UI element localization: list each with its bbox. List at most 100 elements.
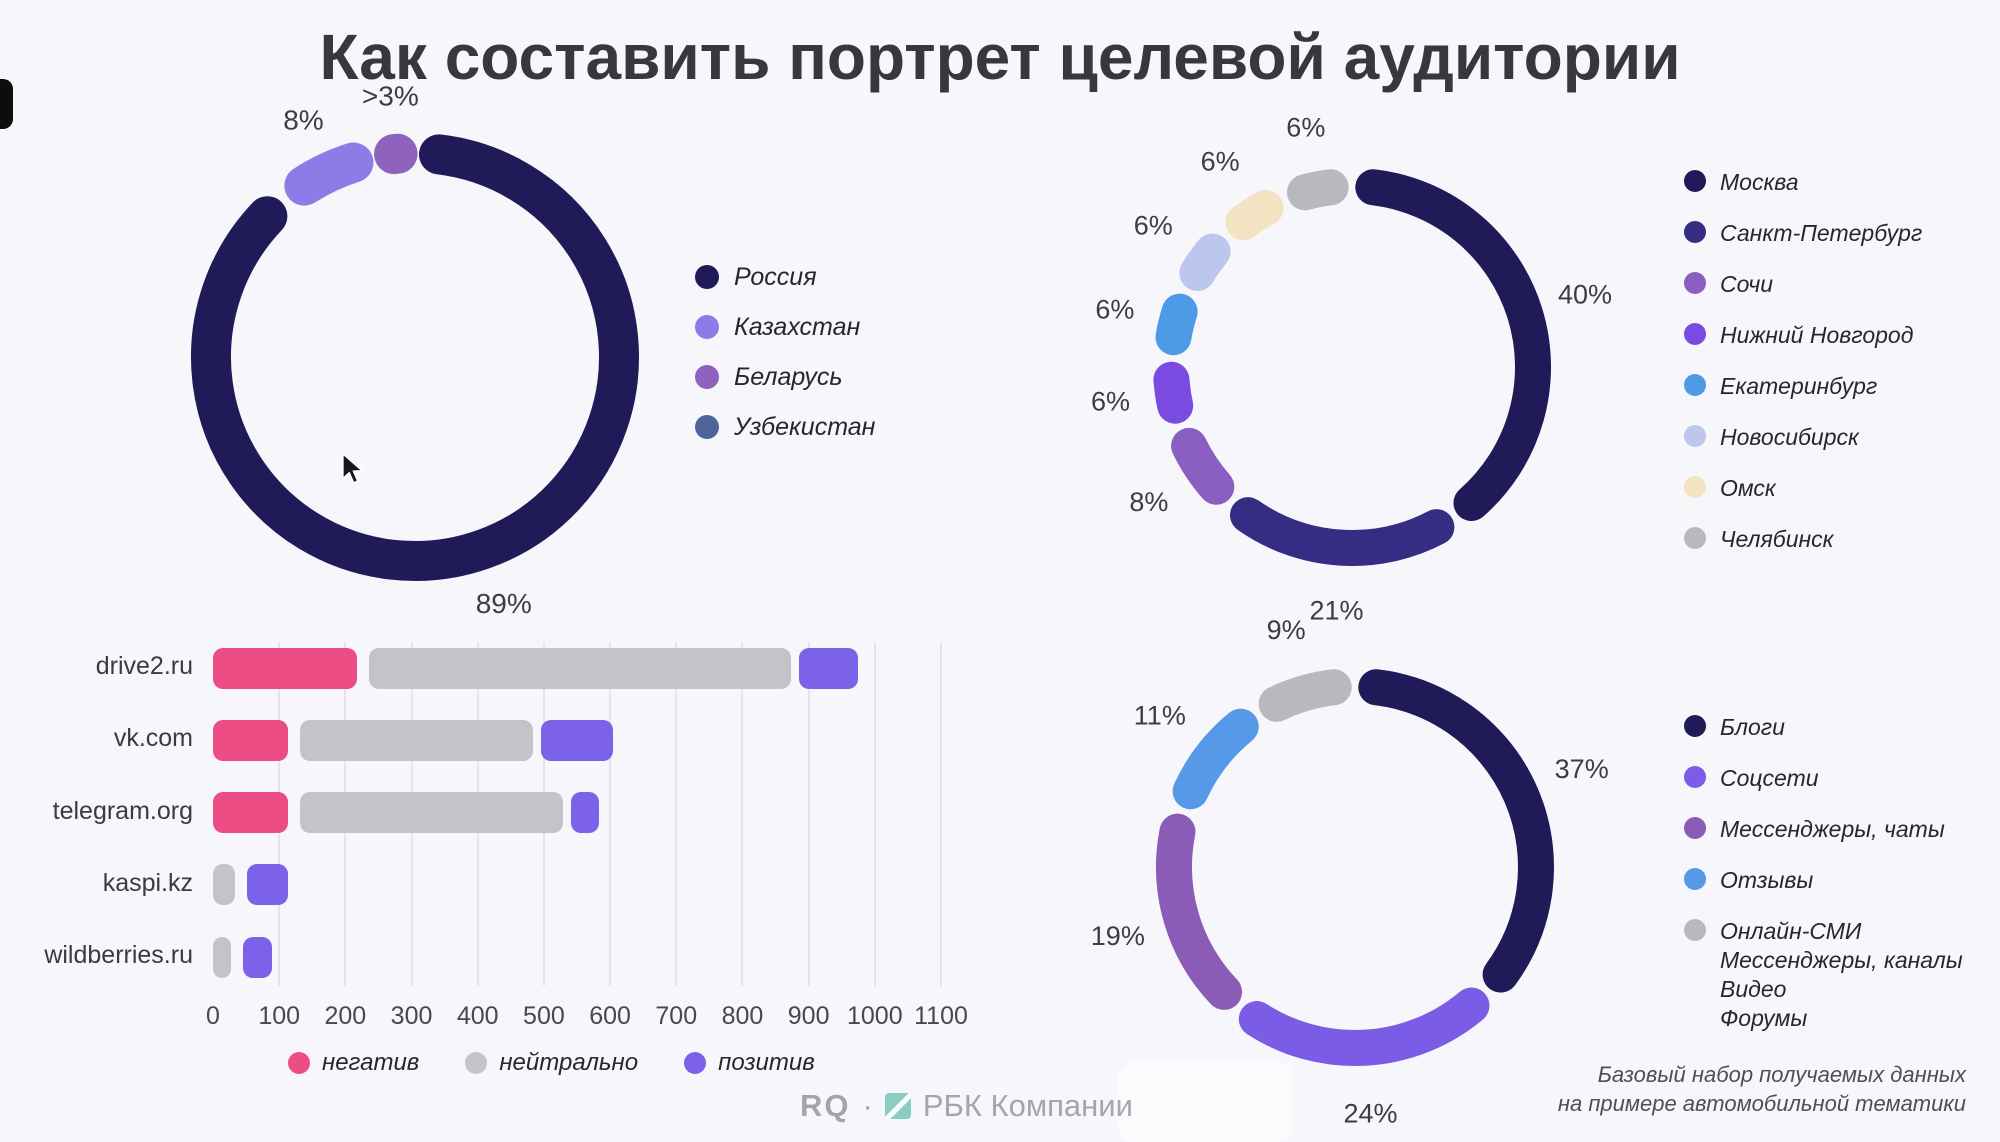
legend-item: Челябинск xyxy=(1684,525,1922,554)
legend-dot-icon xyxy=(1684,476,1706,498)
legend-label: Челябинск xyxy=(1720,526,1834,552)
legend-dot-icon xyxy=(1684,170,1706,192)
screen-edge-artifact xyxy=(0,79,13,129)
legend-item: Мессенджеры, чаты xyxy=(1684,815,1963,844)
bar-segment-позитив xyxy=(541,719,613,761)
bar-row-label: drive2.ru xyxy=(95,652,193,680)
donut-segment-0 xyxy=(1358,669,1554,993)
x-axis-tick-label: 900 xyxy=(787,1002,830,1030)
legend-item: Омск xyxy=(1684,474,1922,503)
donut-segment-7 xyxy=(1286,169,1349,211)
legend-sources: Блоги Соцсети Мессенджеры, чаты Отзывы Онлай… xyxy=(1684,713,1963,1033)
x-axis-tick-label: 500 xyxy=(523,1002,565,1030)
legend-label: Москва xyxy=(1720,169,1799,195)
legend-label: Омск xyxy=(1720,475,1776,501)
donut-percent-label: 6% xyxy=(1095,294,1134,324)
legend-label: Казахстан xyxy=(734,313,861,341)
footnote: Базовый набор получаемых данных на приме… xyxy=(1558,1060,1966,1118)
x-axis-tick-label: 200 xyxy=(324,1002,367,1030)
donut-segment-0 xyxy=(1355,169,1551,521)
legend-label: Соцсети xyxy=(1720,765,1819,791)
legend-label: Санкт-Петербург xyxy=(1720,220,1923,246)
x-axis-tick-label: 400 xyxy=(456,1002,499,1030)
legend-label: Екатеринбург xyxy=(1720,373,1878,399)
bar-segment-негатив xyxy=(213,719,288,761)
legend-label: Узбекистан xyxy=(734,413,876,441)
donut-segment-4 xyxy=(1258,669,1352,722)
x-axis-tick-label: 700 xyxy=(655,1002,698,1030)
x-axis-tick-label: 600 xyxy=(589,1002,631,1030)
donut-chart-cities: 40% 21% 8% 6% 6% 6% 6% 6% xyxy=(1091,112,1612,625)
watermark-separator: · xyxy=(862,1088,873,1123)
legend-item: Узбекистан xyxy=(695,414,875,441)
legend-dot-icon xyxy=(1684,221,1706,243)
x-axis-tick-label: 300 xyxy=(390,1002,433,1030)
donut-percent-label: 19% xyxy=(1091,921,1145,951)
rbc-logo-icon xyxy=(884,1093,911,1119)
legend-label: Беларусь xyxy=(734,363,843,391)
donut-segment-1 xyxy=(1238,987,1490,1066)
x-axis-tick-label: 800 xyxy=(721,1002,764,1030)
grid-line xyxy=(940,642,942,986)
bar-segment-нейтрально xyxy=(213,936,232,978)
bar-segment-негатив xyxy=(213,792,288,834)
bar-segment-нейтрально xyxy=(213,864,235,906)
donut-segment-0 xyxy=(191,134,639,581)
bar-row-label: kaspi.kz xyxy=(102,868,193,897)
legend-label: Мессенджеры, чаты xyxy=(1720,816,1945,842)
legend-dot-icon xyxy=(1684,715,1706,737)
donut-segment-3 xyxy=(1153,361,1194,424)
donut-percent-label: 24% xyxy=(1343,1099,1397,1129)
donut-chart-sources: 37% 24% 19% 11% 9% xyxy=(1091,615,1609,1129)
legend-dot-icon xyxy=(1684,919,1706,941)
legend-dot-icon xyxy=(1684,817,1706,839)
grid-line xyxy=(675,642,678,986)
legend-dot-icon xyxy=(1684,374,1706,396)
legend-dot-icon xyxy=(465,1052,488,1074)
donut-percent-label: 6% xyxy=(1091,387,1130,417)
legend-item: Санкт-Петербург xyxy=(1684,219,1922,248)
legend-item: Новосибирск xyxy=(1684,423,1922,452)
bar-row-label: wildberries.ru xyxy=(44,941,193,970)
legend-label: нейтрально xyxy=(499,1049,639,1076)
donut-percent-label: 9% xyxy=(1267,615,1306,645)
mouse-cursor-icon xyxy=(341,452,365,485)
bar-chart-legend: негатив нейтрально позитив xyxy=(288,1049,815,1077)
donut-percent-label: 11% xyxy=(1134,701,1186,731)
donut-segment-6 xyxy=(1225,190,1284,241)
donut-percent-label: 89% xyxy=(476,588,532,619)
legend-label: Сочи xyxy=(1720,271,1774,297)
legend-label: Новосибирск xyxy=(1720,424,1859,450)
donut-segment-1 xyxy=(284,142,374,206)
legend-item: Отзывы xyxy=(1684,866,1963,895)
donut-percent-label: 6% xyxy=(1286,112,1325,142)
rbc-brand-text: РБК Компании xyxy=(922,1088,1133,1123)
donut-segment-3 xyxy=(1172,708,1259,810)
legend-item: Екатеринбург xyxy=(1684,372,1922,401)
bar-segment-позитив xyxy=(243,936,272,978)
legend-item: Нижний Новгород xyxy=(1684,321,1922,350)
donut-percent-label: 8% xyxy=(283,104,323,135)
donut-segment-1 xyxy=(1230,497,1455,566)
donut-segment-2 xyxy=(1171,427,1235,505)
bar-segment-нейтрально xyxy=(369,647,792,689)
legend-dot-icon xyxy=(1684,272,1706,294)
x-axis-tick-label: 0 xyxy=(206,1002,220,1030)
grid-line xyxy=(741,642,744,986)
legend-label: Онлайн-СМИ Мессенджеры, каналы Видео Фор… xyxy=(1720,918,1963,1031)
player-overlay-artifact xyxy=(1118,1062,1293,1142)
bar-segment-позитив xyxy=(799,647,858,689)
donut-segment-2 xyxy=(1156,813,1243,1010)
legend-item: Онлайн-СМИ Мессенджеры, каналы Видео Фор… xyxy=(1684,917,1963,1033)
legend-item: Сочи xyxy=(1684,270,1922,299)
page-title: Как составить портрет целевой аудитории xyxy=(319,21,1681,93)
legend-item: Казахстан xyxy=(695,314,875,341)
legend-dot-icon xyxy=(1684,766,1706,788)
legend-label: Отзывы xyxy=(1720,867,1814,893)
legend-dot-icon xyxy=(695,415,719,439)
legend-item: Беларусь xyxy=(695,364,875,391)
donut-chart-countries: 89% 8% >3% xyxy=(191,81,639,619)
donut-percent-label: 8% xyxy=(1129,487,1168,517)
legend-label: Россия xyxy=(734,263,817,291)
